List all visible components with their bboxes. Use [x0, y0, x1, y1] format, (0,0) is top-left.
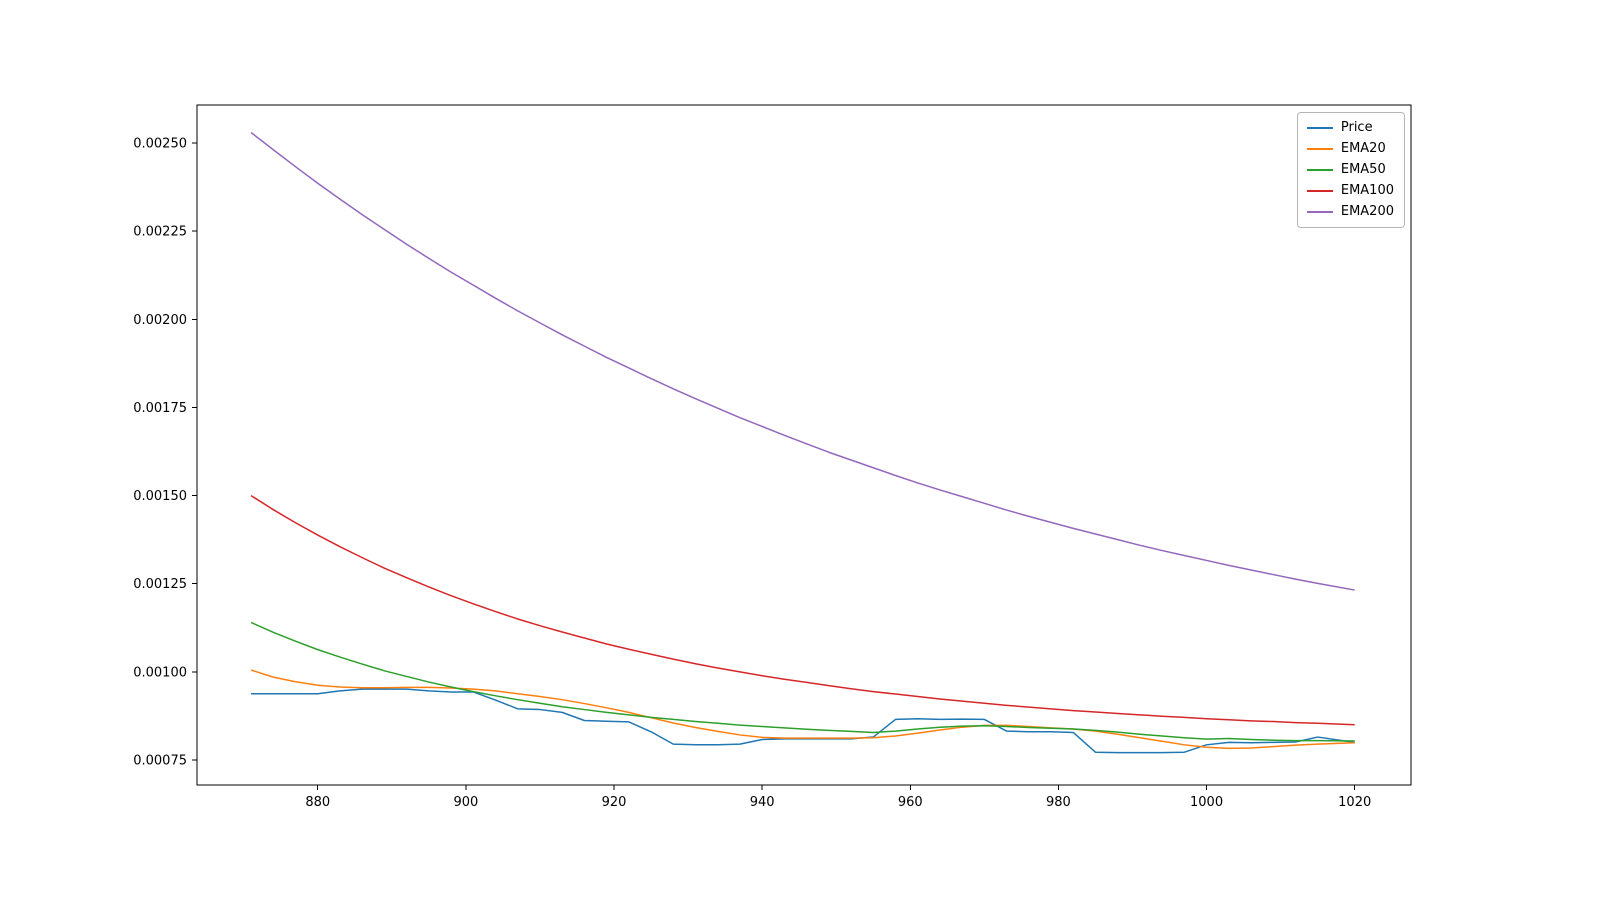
x-tick-label: 940 — [750, 795, 775, 810]
legend-line-sample-ema50 — [1306, 169, 1333, 171]
legend-label-ema200: EMA200 — [1340, 204, 1394, 219]
y-tick-label: 0.00125 — [133, 577, 187, 592]
legend-label-ema20: EMA20 — [1340, 141, 1386, 156]
series-line-ema50 — [250, 621, 1355, 742]
x-tick-label: 1020 — [1338, 795, 1371, 810]
series-line-ema20 — [250, 669, 1355, 750]
legend-item-ema200: EMA200 — [1306, 204, 1394, 220]
legend-label-ema100: EMA100 — [1340, 183, 1394, 198]
legend-line-sample-price — [1306, 127, 1333, 129]
x-tick-label: 960 — [898, 795, 923, 810]
y-tick-label: 0.00100 — [133, 665, 187, 680]
x-tick-label: 880 — [305, 795, 330, 810]
legend-line-sample-ema200 — [1306, 211, 1333, 213]
series-line-ema200 — [250, 131, 1355, 591]
series-line-price — [251, 688, 1355, 754]
x-tick-label: 920 — [602, 795, 627, 810]
plot-border — [196, 104, 1412, 786]
x-tick-label: 980 — [1046, 795, 1071, 810]
x-tick-label: 900 — [453, 795, 478, 810]
y-tick-label: 0.00175 — [133, 401, 187, 416]
y-tick-label: 0.00250 — [133, 137, 187, 152]
legend-label-price: Price — [1340, 120, 1373, 135]
legend-item-ema100: EMA100 — [1306, 183, 1394, 199]
legend-line-sample-ema100 — [1306, 190, 1333, 192]
legend-line-sample-ema20 — [1306, 148, 1333, 150]
y-tick-label: 0.00150 — [133, 489, 187, 504]
legend-item-price: Price — [1306, 120, 1394, 136]
y-tick-label: 0.00200 — [133, 313, 187, 328]
legend-label-ema50: EMA50 — [1340, 162, 1386, 177]
y-tick-label: 0.00075 — [133, 753, 187, 768]
x-tick-label: 1000 — [1190, 795, 1223, 810]
y-tick-label: 0.00225 — [133, 225, 187, 240]
legend-item-ema50: EMA50 — [1306, 162, 1394, 178]
legend: Price EMA20 EMA50 EMA100 EMA200 — [1296, 112, 1405, 228]
legend-item-ema20: EMA20 — [1306, 141, 1394, 157]
series-line-ema100 — [250, 494, 1355, 726]
